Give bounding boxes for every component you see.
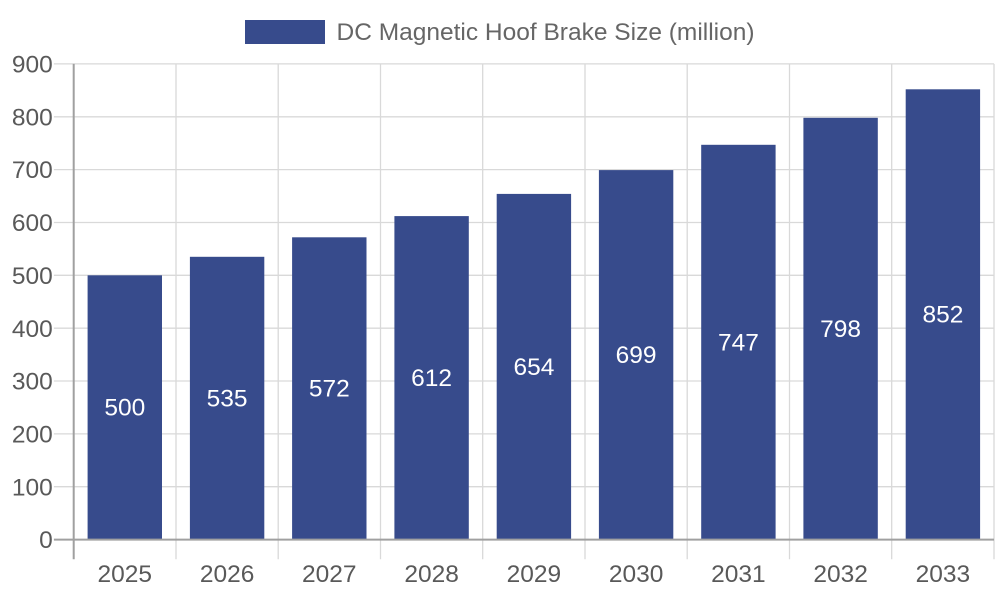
svg-text:500: 500 — [104, 395, 145, 422]
svg-text:600: 600 — [12, 210, 53, 237]
svg-text:100: 100 — [12, 474, 53, 501]
svg-text:654: 654 — [513, 354, 554, 381]
svg-text:300: 300 — [12, 369, 53, 396]
svg-text:2027: 2027 — [302, 561, 357, 588]
svg-text:800: 800 — [12, 104, 53, 131]
svg-text:612: 612 — [411, 365, 452, 392]
svg-text:2029: 2029 — [507, 561, 562, 588]
svg-text:798: 798 — [820, 316, 861, 343]
svg-text:2031: 2031 — [711, 561, 766, 588]
svg-text:2033: 2033 — [916, 561, 971, 588]
svg-text:0: 0 — [39, 527, 53, 554]
svg-text:2030: 2030 — [609, 561, 664, 588]
svg-text:700: 700 — [12, 157, 53, 184]
svg-text:2028: 2028 — [404, 561, 459, 588]
svg-text:2032: 2032 — [813, 561, 868, 588]
svg-text:535: 535 — [207, 385, 248, 412]
svg-text:2025: 2025 — [98, 561, 153, 588]
svg-text:699: 699 — [616, 342, 657, 369]
svg-text:852: 852 — [922, 301, 963, 328]
svg-text:400: 400 — [12, 316, 53, 343]
svg-text:2026: 2026 — [200, 561, 255, 588]
svg-text:200: 200 — [12, 421, 53, 448]
svg-text:900: 900 — [12, 51, 53, 78]
svg-text:500: 500 — [12, 263, 53, 290]
svg-text:572: 572 — [309, 375, 350, 402]
svg-text:DC Magnetic Hoof Brake Size (m: DC Magnetic Hoof Brake Size (million) — [337, 19, 755, 46]
svg-text:747: 747 — [718, 329, 759, 356]
